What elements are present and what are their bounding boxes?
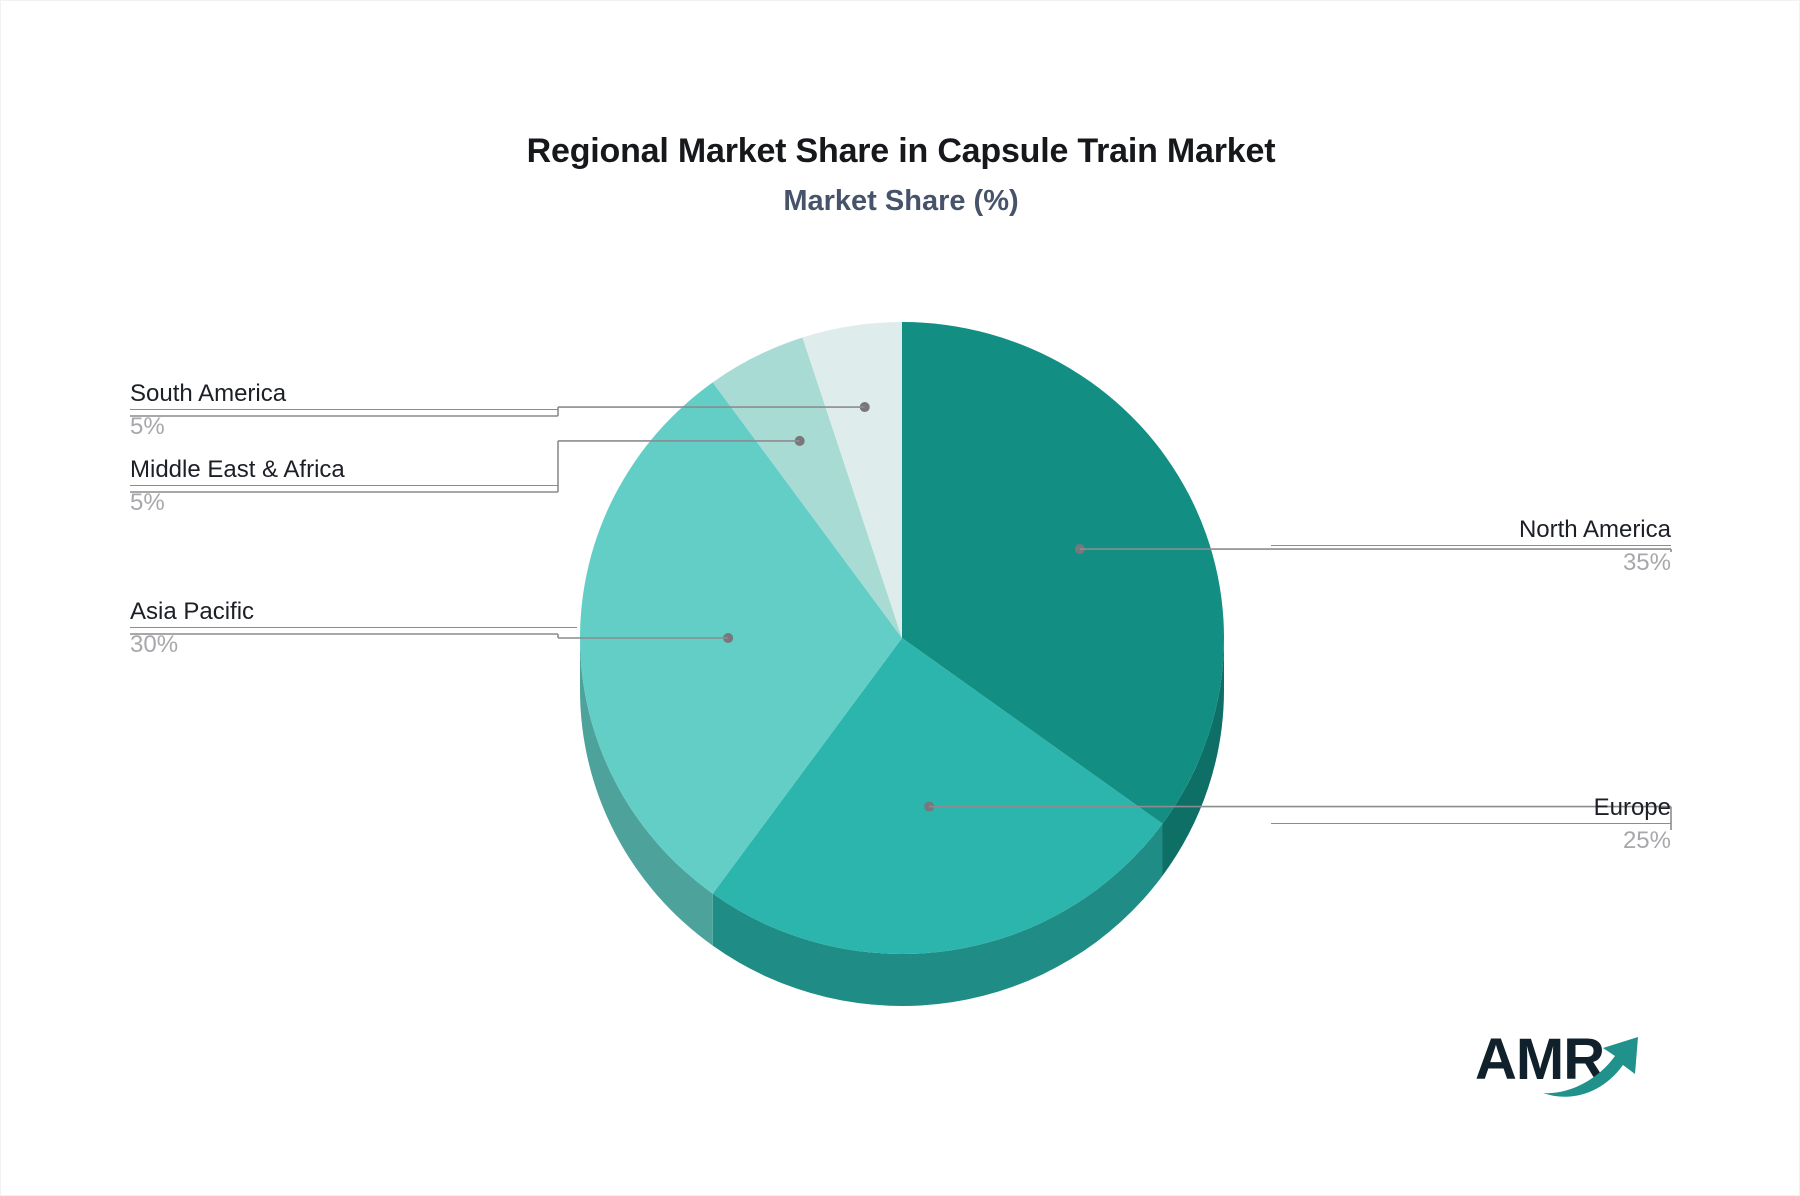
callout-rule bbox=[1271, 545, 1671, 546]
callout-label-europe: Europe bbox=[1593, 794, 1671, 821]
chart-subtitle: Market Share (%) bbox=[783, 185, 1019, 217]
callout-north-america[interactable]: North America 35% bbox=[1271, 515, 1671, 580]
callout-value-asia-pacific: 30% bbox=[130, 631, 179, 658]
pie-slice-europe[interactable] bbox=[712, 638, 1163, 954]
callout-rule bbox=[130, 409, 558, 410]
callout-south-america[interactable]: South America 5% bbox=[130, 379, 558, 444]
callout-label-asia-pacific: Asia Pacific bbox=[130, 598, 255, 625]
callout-rule bbox=[1271, 823, 1671, 824]
amr-logo-arrow-icon bbox=[1543, 1037, 1638, 1097]
callout-value-europe: 25% bbox=[1622, 827, 1671, 854]
pie-slice-asia-pacific[interactable] bbox=[580, 382, 902, 894]
callout-value-north-america: 35% bbox=[1622, 549, 1671, 576]
pie-slice-side-0 bbox=[1162, 638, 1224, 876]
callout-rule bbox=[130, 627, 577, 628]
callout-value-south-america: 5% bbox=[130, 413, 165, 440]
pie-slice-north-america[interactable] bbox=[902, 322, 1224, 824]
callout-label-south-america: South America bbox=[130, 380, 287, 407]
callout-middle-east-africa[interactable]: Middle East & Africa 5% bbox=[130, 455, 558, 520]
callout-europe[interactable]: Europe 25% bbox=[1271, 793, 1671, 858]
chart-title: Regional Market Share in Capsule Train M… bbox=[526, 132, 1276, 170]
callout-rule bbox=[130, 485, 558, 486]
callout-label-middle-east-africa: Middle East & Africa bbox=[130, 456, 345, 483]
pie-3d-sides bbox=[580, 638, 1224, 1006]
callout-asia-pacific[interactable]: Asia Pacific 30% bbox=[130, 597, 577, 662]
amr-logo: AMR bbox=[1475, 1027, 1638, 1097]
pie-slice-side-2 bbox=[580, 638, 713, 946]
pie-slice-side-1 bbox=[712, 823, 1163, 1006]
pie-slices bbox=[580, 322, 1224, 954]
callout-value-middle-east-africa: 5% bbox=[130, 489, 165, 516]
pie-slice-middle-east-africa[interactable] bbox=[712, 337, 902, 638]
amr-logo-text: AMR bbox=[1475, 1027, 1604, 1092]
callout-label-north-america: North America bbox=[1518, 516, 1671, 543]
pie-slice-south-america[interactable] bbox=[802, 322, 902, 638]
leader-lines bbox=[130, 402, 1672, 830]
